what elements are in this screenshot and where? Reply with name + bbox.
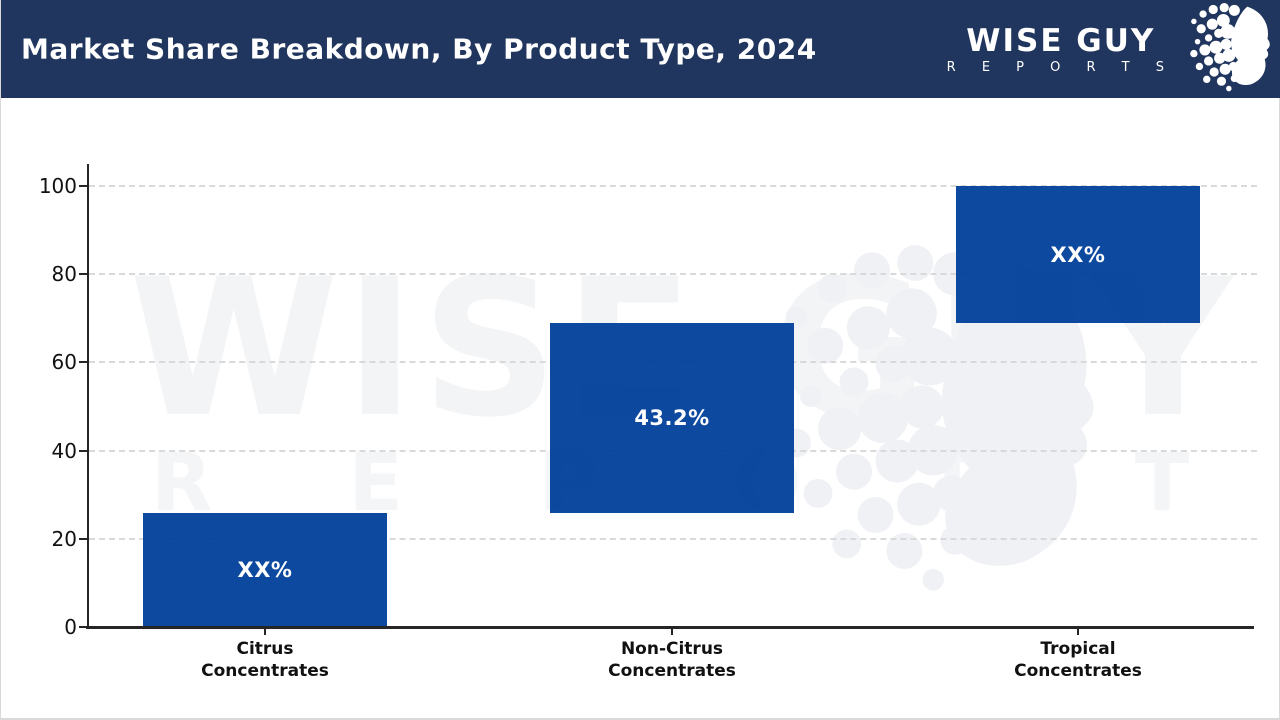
x-tick [264,629,266,635]
bar-value-label: 43.2% [634,406,710,430]
bar-value-label: XX% [237,558,293,582]
y-tick-label-60: 60 [51,350,77,374]
logo-wordmark: WISE GUY R E P O R T S [947,23,1175,75]
x-axis-line [86,626,1254,629]
page-title: Market Share Breakdown, By Product Type,… [21,32,817,66]
logo-wordmark-line2: R E P O R T S [946,60,1175,75]
y-tick [79,273,87,275]
x-category-tropical: Tropical Concentrates [948,638,1208,682]
y-tick-label-20: 20 [51,527,77,551]
brand-logo: WISE GUY R E P O R T S [947,0,1273,98]
bar-value-label: XX% [1050,242,1106,267]
x-tick [1077,629,1079,635]
y-axis-spine [87,164,89,628]
category-line: Tropical [1040,639,1116,659]
y-tick [79,626,87,628]
y-tick [79,450,87,452]
logo-face-icon [1190,3,1270,92]
header-bar: Market Share Breakdown, By Product Type,… [1,0,1280,98]
y-tick [79,538,87,540]
category-line: Concentrates [201,661,329,681]
y-tick-label-80: 80 [51,262,77,286]
gridline-80 [89,273,1257,275]
bar-citrus-concentrates: XX% [143,513,387,627]
gridline-100 [89,185,1257,187]
y-tick-label-40: 40 [51,439,77,463]
x-category-non-citrus: Non-Citrus Concentrates [542,638,802,682]
y-tick-label-100: 100 [38,174,77,198]
y-tick-label-0: 0 [64,615,77,639]
category-line: Non-Citrus [620,639,724,659]
gridline-20 [89,538,1257,540]
logo-wordmark-line1: WISE GUY [966,23,1156,59]
x-category-citrus: Citrus Concentrates [135,638,395,682]
y-tick [79,185,87,187]
y-tick [79,361,87,363]
x-tick [671,629,673,635]
category-line: Concentrates [608,661,736,681]
bar-tropical-concentrates: XX% [956,186,1200,323]
category-line: Concentrates [1014,661,1142,681]
bar-non-citrus-concentrates: 43.2% [550,323,794,513]
category-line: Citrus [236,639,294,659]
